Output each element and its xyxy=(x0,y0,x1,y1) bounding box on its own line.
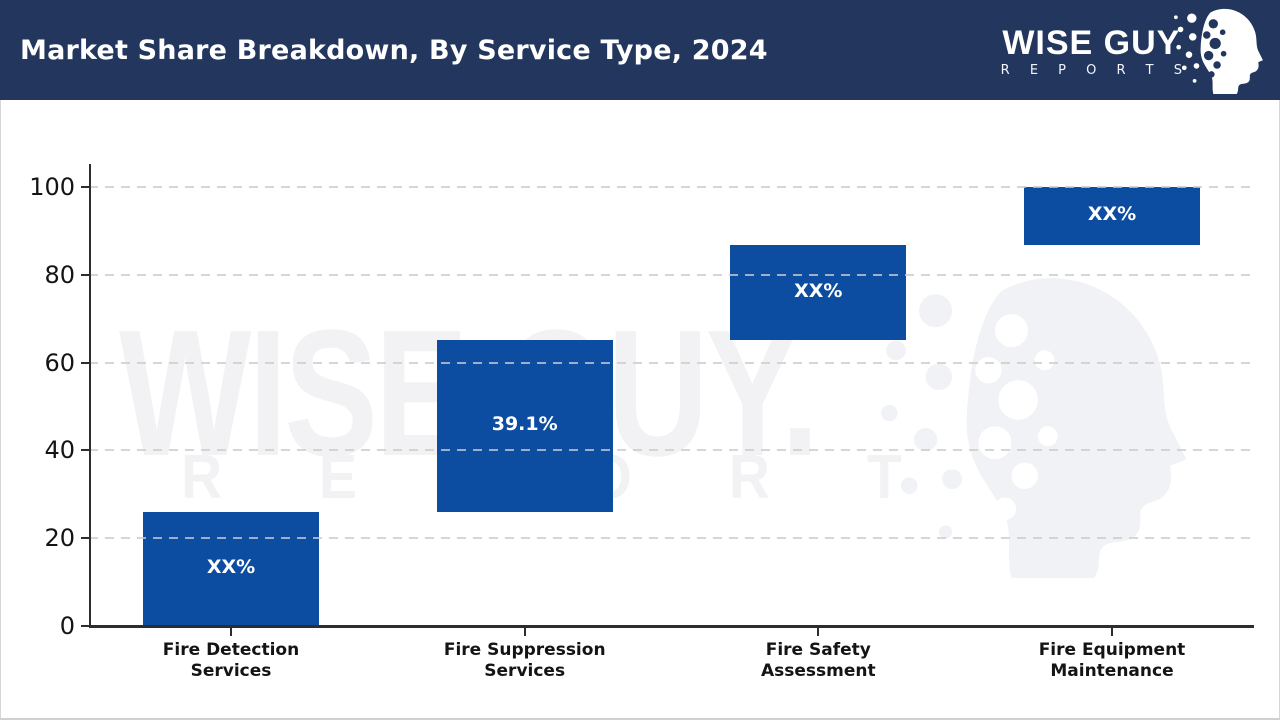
bar-value-label: XX% xyxy=(1087,202,1137,225)
logo-head-icon xyxy=(1174,9,1263,94)
y-tick-mark xyxy=(81,186,89,188)
y-tick-label: 60 xyxy=(44,348,75,377)
y-tick-label: 100 xyxy=(29,173,75,201)
y-tick-mark xyxy=(81,625,89,627)
x-tick-label: Fire Safety Assessment xyxy=(693,640,943,682)
bar xyxy=(436,340,613,512)
x-tick-label: Fire Equipment Maintenance xyxy=(987,640,1237,682)
y-tick-label: 80 xyxy=(44,260,75,289)
x-tick-mark xyxy=(817,628,820,636)
plot-area: XX% 39.1% XX% XX% 0 20 40 60 80 100 Fire Detection… xyxy=(1,100,1279,718)
y-tick-label: 0 xyxy=(59,612,75,640)
gridline xyxy=(89,537,1254,540)
bar-value-label: 39.1% xyxy=(491,413,558,436)
gridline xyxy=(89,186,1254,188)
y-tick-label: 40 xyxy=(44,436,75,465)
x-tick-label-line: Fire Safety xyxy=(765,640,871,660)
brand-name: WISE GUY xyxy=(1002,24,1181,62)
x-tick-mark xyxy=(523,628,526,636)
y-tick-mark xyxy=(81,449,89,452)
x-axis xyxy=(89,625,1254,628)
brand-logo-text: WISE GUY R E P O R T S xyxy=(993,26,1190,78)
x-tick-label-line: Fire Equipment xyxy=(1038,640,1186,660)
bar xyxy=(1024,187,1200,245)
gridline xyxy=(89,449,1254,452)
x-tick-label: Fire Detection Services xyxy=(106,640,356,682)
x-tick-label-line: Maintenance xyxy=(1050,661,1174,681)
chart-area: WISE GUY. R E P O R T S . XX% 39.1% XX% XX%… xyxy=(0,100,1280,720)
x-tick-label-line: Fire Detection xyxy=(162,640,300,660)
page-title: Market Share Breakdown, By Service Type,… xyxy=(20,34,768,66)
bar-value-label: XX% xyxy=(794,279,843,302)
y-tick-label: 20 xyxy=(44,524,75,553)
brand-subtitle: R E P O R T S xyxy=(1000,63,1190,78)
x-tick-label-line: Assessment xyxy=(760,661,876,681)
x-tick-mark xyxy=(1111,628,1113,636)
x-tick-label-line: Services xyxy=(484,661,566,681)
gridline xyxy=(89,273,1254,276)
y-tick-mark xyxy=(81,537,89,540)
y-axis xyxy=(89,164,91,626)
x-tick-label: Fire Suppression Services xyxy=(400,640,650,682)
bar xyxy=(143,511,319,626)
bar xyxy=(730,244,907,341)
gridline xyxy=(89,361,1254,364)
brand-logo: WISE GUY R E P O R T S xyxy=(993,6,1266,94)
bar-value-label: XX% xyxy=(206,555,256,578)
x-tick-label-line: Fire Suppression xyxy=(443,640,606,660)
x-tick-label-line: Services xyxy=(190,661,272,681)
header-bar: Market Share Breakdown, By Service Type,… xyxy=(0,0,1280,100)
y-tick-mark xyxy=(81,361,89,364)
y-tick-mark xyxy=(81,273,89,276)
x-tick-mark xyxy=(230,628,232,636)
